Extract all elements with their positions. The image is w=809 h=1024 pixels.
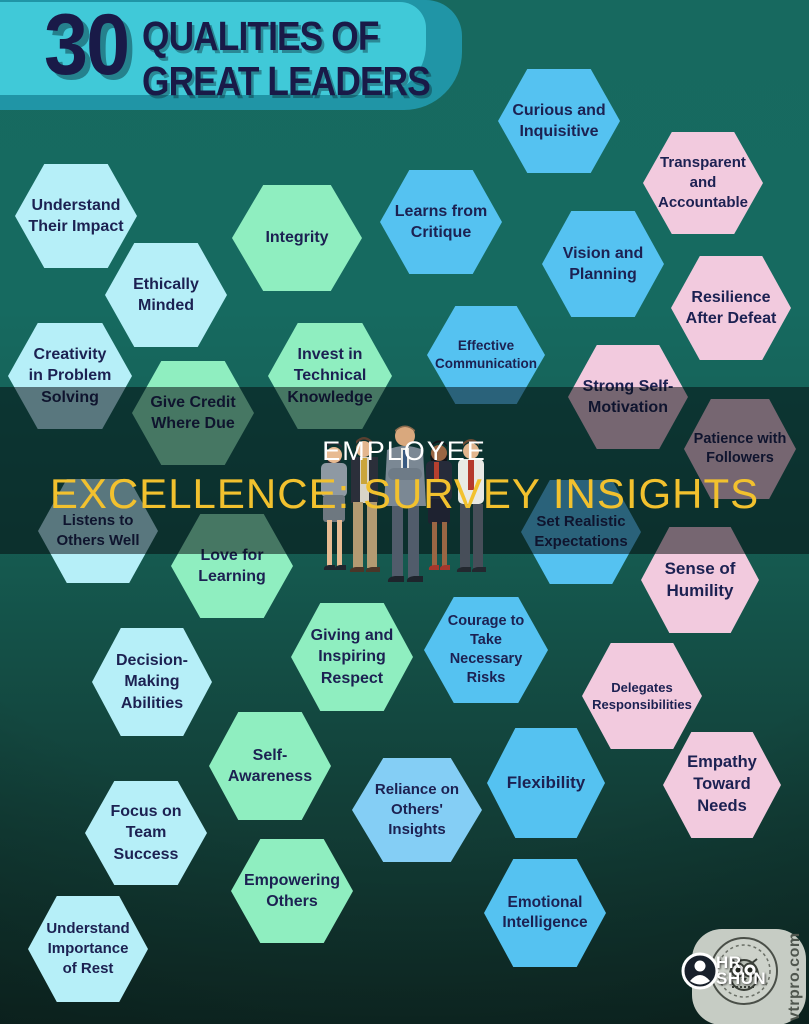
quality-label: Vision and Planning — [562, 244, 644, 283]
quality-label: Courage to Take Necessary Risks — [447, 612, 525, 687]
owl-emblem — [710, 937, 778, 1005]
quality-label: Resilience After Defeat — [685, 288, 777, 327]
quality-hexagon-flexibility: Flexibility — [487, 728, 605, 838]
quality-hexagon-integrity: Integrity — [232, 185, 362, 291]
quality-hexagon-giving-and-inspiring-respect: Giving and Inspiring Respect — [291, 603, 413, 711]
quality-label: Understand Importance of Rest — [46, 920, 130, 977]
quality-label: Ethically Minded — [133, 275, 199, 314]
quality-hexagon-emotional-intelligence: Emotional Intelligence — [484, 859, 606, 967]
quality-hexagon-curious-and-inquisitive: Curious and Inquisitive — [498, 69, 620, 173]
header-title-line2: GREAT LEADERS — [142, 58, 431, 104]
person-woman-dark — [426, 440, 452, 570]
quality-label: Curious and Inquisitive — [512, 101, 606, 140]
quality-hexagon-self-awareness: Self- Awareness — [209, 712, 331, 820]
quality-hexagon-understand-their-impact: Understand Their Impact — [15, 164, 137, 268]
banner-title-line2: EXCELLENCE: SURVEY INSIGHTS — [49, 470, 760, 517]
quality-label: Focus on Team Success — [110, 803, 182, 863]
quality-label: Transparent and Accountable — [657, 154, 748, 211]
quality-label: Decision- Making Abilities — [115, 652, 188, 712]
banner-title-line1: EMPLOYEE — [322, 436, 487, 466]
quality-label: Sense of Humility — [664, 558, 736, 600]
header-title-line1: QUALITIES OF — [142, 13, 379, 59]
quality-hexagon-delegates-responsibilities: Delegates Responsibilities — [582, 643, 702, 749]
person-woman-grey — [321, 441, 347, 570]
quality-label: Empowering Others — [243, 871, 340, 910]
quality-label: Emotional Intelligence — [502, 893, 588, 931]
quality-hexagon-courage-to-take-necessary-risks: Courage to Take Necessary Risks — [424, 597, 548, 703]
header-bar — [0, 2, 426, 95]
quality-hexagon-learns-from-critique: Learns from Critique — [380, 170, 502, 274]
quality-label: Giving and Inspiring Respect — [310, 627, 394, 687]
quality-hexagon-empathy-toward-needs: Empathy Toward Needs — [663, 732, 781, 838]
brand-person-icon — [681, 952, 719, 990]
person-man-center — [384, 425, 426, 582]
business-team-illustration — [321, 425, 486, 582]
quality-hexagon-resilience-after-defeat: Resilience After Defeat — [671, 256, 791, 360]
quality-label: Reliance on Others' Insights — [374, 781, 460, 838]
quality-label: Delegates Responsibilities — [592, 679, 692, 712]
logo-badge: HR SHUN vtrpro.com — [681, 929, 806, 1024]
quality-label: Flexibility — [506, 772, 586, 792]
person-man-vest — [349, 437, 380, 572]
quality-hexagon-ethically-minded: Ethically Minded — [105, 243, 227, 347]
quality-hexagon-reliance-on-others-insights: Reliance on Others' Insights — [352, 758, 482, 862]
logo-text-line1: HR — [716, 952, 742, 972]
quality-label: Integrity — [265, 229, 329, 247]
quality-hexagon-transparent-and-accountable: Transparent and Accountable — [643, 132, 763, 234]
person-man-shirt — [456, 439, 486, 572]
quality-hexagon-understand-importance-of-rest: Understand Importance of Rest — [28, 896, 148, 1002]
quality-label: Empathy Toward Needs — [687, 753, 757, 815]
quality-hexagon-focus-on-team-success: Focus on Team Success — [85, 781, 207, 885]
quality-label: Understand Their Impact — [28, 196, 124, 235]
logo-brand: HR SHUN — [680, 951, 766, 991]
quality-hexagon-decision-making-abilities: Decision- Making Abilities — [92, 628, 212, 736]
quality-label: Effective Communication — [434, 338, 537, 371]
header-number: 30 — [44, 0, 130, 93]
quality-label: Learns from Critique — [394, 202, 488, 241]
quality-label: Self- Awareness — [227, 746, 313, 785]
quality-hexagon-empowering-others: Empowering Others — [231, 839, 353, 943]
logo-text-line2: SHUN — [716, 969, 767, 988]
quality-hexagon-vision-and-planning: Vision and Planning — [542, 211, 664, 317]
logo-website-text: vtrpro.com — [786, 932, 803, 1021]
